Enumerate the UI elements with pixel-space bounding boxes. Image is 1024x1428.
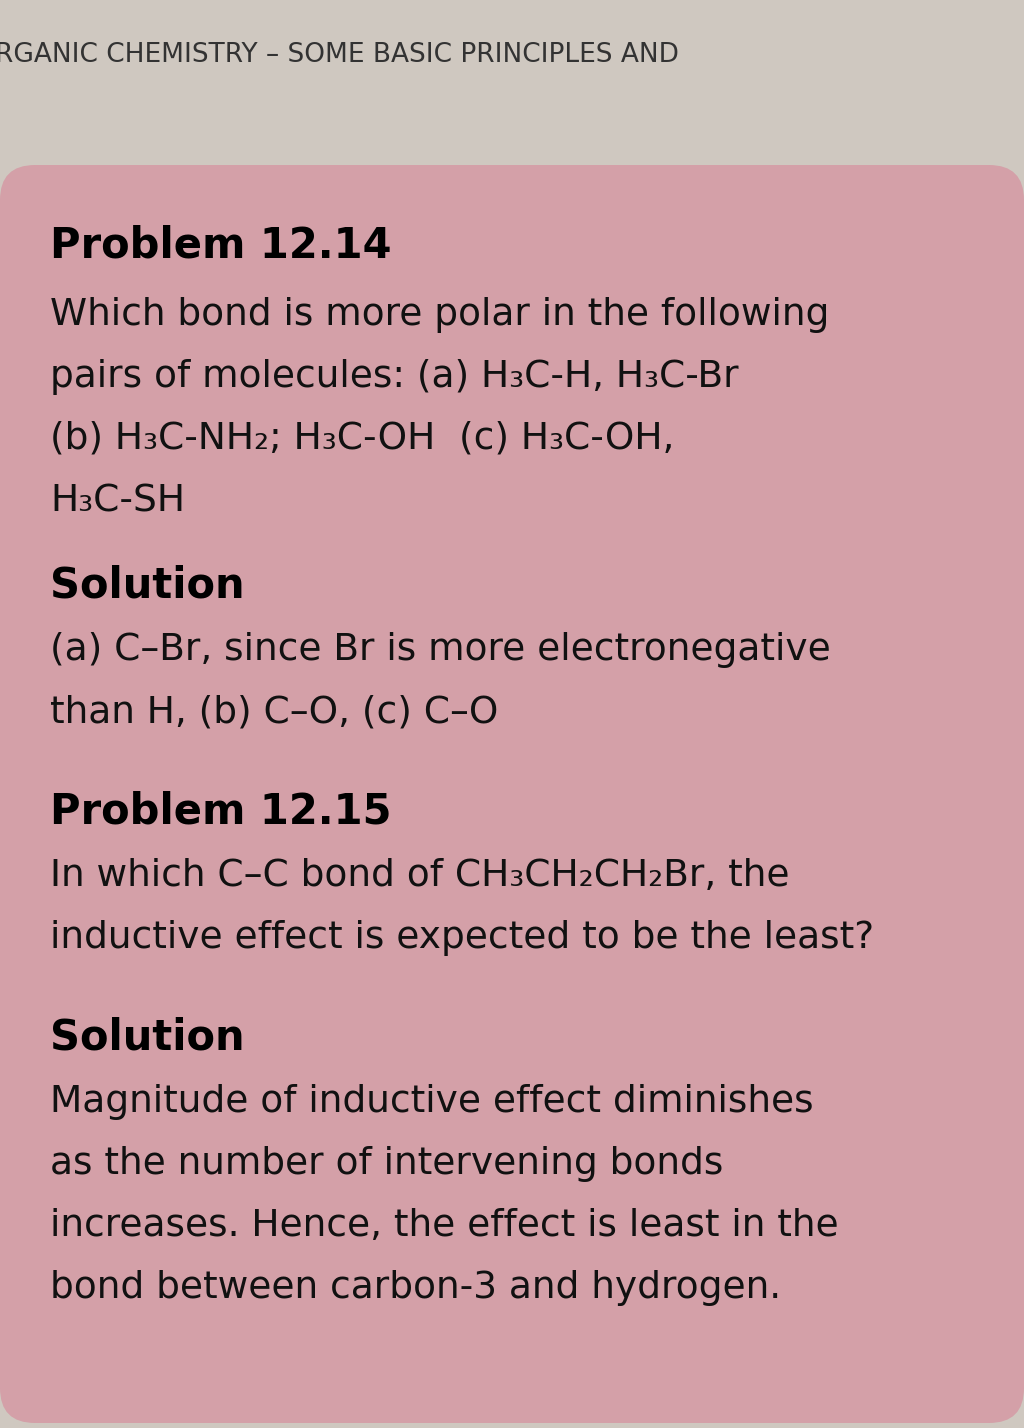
- Text: Problem 12.15: Problem 12.15: [50, 791, 391, 833]
- Text: increases. Hence, the effect is least in the: increases. Hence, the effect is least in…: [50, 1208, 839, 1244]
- Text: Problem 12.14: Problem 12.14: [50, 226, 391, 267]
- Text: RGANIC CHEMISTRY – SOME BASIC PRINCIPLES AND: RGANIC CHEMISTRY – SOME BASIC PRINCIPLES…: [0, 41, 679, 69]
- Text: as the number of intervening bonds: as the number of intervening bonds: [50, 1147, 723, 1182]
- Bar: [0, 0, 1024, 166]
- Text: In which C–C bond of CH₃CH₂CH₂Br, the: In which C–C bond of CH₃CH₂CH₂Br, the: [50, 858, 790, 894]
- Text: than H, (b) C–O, (c) C–O: than H, (b) C–O, (c) C–O: [50, 694, 499, 730]
- Text: pairs of molecules: (a) H₃C-H, H₃C-Br: pairs of molecules: (a) H₃C-H, H₃C-Br: [50, 358, 738, 396]
- Text: (a) C–Br, since Br is more electronegative: (a) C–Br, since Br is more electronegati…: [50, 633, 830, 668]
- Text: Magnitude of inductive effect diminishes: Magnitude of inductive effect diminishes: [50, 1084, 814, 1120]
- Text: inductive effect is expected to be the least?: inductive effect is expected to be the l…: [50, 920, 874, 955]
- Text: Structure: Structure: [441, 1371, 583, 1399]
- Text: (b) H₃C-NH₂; H₃C-OH  (c) H₃C-OH,: (b) H₃C-NH₂; H₃C-OH (c) H₃C-OH,: [50, 421, 675, 457]
- Text: Solution: Solution: [50, 565, 245, 607]
- Text: bond between carbon-3 and hydrogen.: bond between carbon-3 and hydrogen.: [50, 1269, 781, 1307]
- FancyBboxPatch shape: [0, 166, 1024, 1422]
- Text: Solution: Solution: [50, 1017, 245, 1060]
- Text: H₃C-SH: H₃C-SH: [50, 483, 185, 518]
- Text: Which bond is more polar in the following: Which bond is more polar in the followin…: [50, 297, 829, 333]
